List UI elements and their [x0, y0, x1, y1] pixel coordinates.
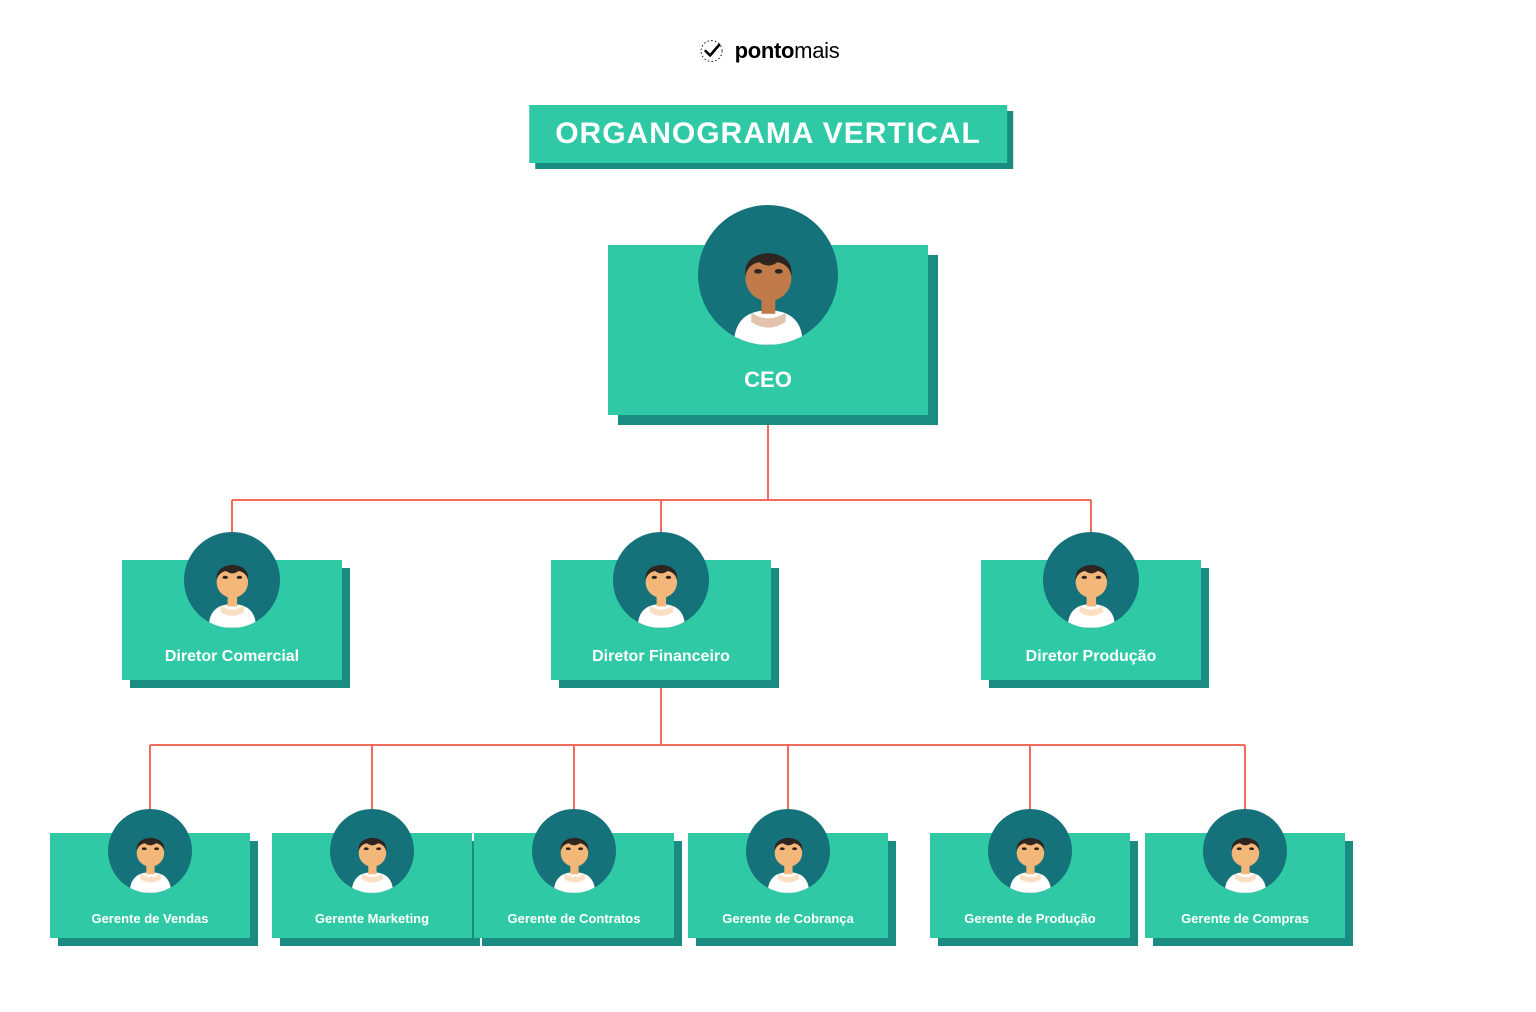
node-label: Gerente de Produção [930, 911, 1130, 938]
node-label: Gerente Marketing [272, 911, 472, 938]
avatar-icon [330, 809, 414, 893]
org-node-ceo: CEO [608, 245, 938, 425]
org-node-manager-5: Gerente de Compras [1145, 833, 1353, 946]
node-label: Gerente de Compras [1145, 911, 1345, 938]
org-node-manager-3: Gerente de Cobrança [688, 833, 896, 946]
node-label: Diretor Produção [981, 648, 1201, 680]
avatar-icon [184, 532, 280, 628]
org-node-manager-0: Gerente de Vendas [50, 833, 258, 946]
avatar-icon [746, 809, 830, 893]
org-node-director-1: Diretor Financeiro [551, 560, 779, 688]
avatar-icon [613, 532, 709, 628]
org-node-director-0: Diretor Comercial [122, 560, 350, 688]
org-chart: CEO Diretor Comercial Diretor Financeiro… [0, 0, 1536, 1012]
avatar-icon [1203, 809, 1287, 893]
node-label: Gerente de Contratos [474, 911, 674, 938]
node-label: Diretor Financeiro [551, 648, 771, 680]
node-label: Diretor Comercial [122, 648, 342, 680]
avatar-icon [988, 809, 1072, 893]
org-node-manager-4: Gerente de Produção [930, 833, 1138, 946]
org-node-director-2: Diretor Produção [981, 560, 1209, 688]
node-label: Gerente de Cobrança [688, 911, 888, 938]
avatar-icon [698, 205, 838, 345]
org-node-manager-2: Gerente de Contratos [474, 833, 682, 946]
org-node-manager-1: Gerente Marketing [272, 833, 480, 946]
avatar-icon [532, 809, 616, 893]
avatar-icon [108, 809, 192, 893]
node-label: CEO [608, 367, 928, 415]
avatar-icon [1043, 532, 1139, 628]
node-label: Gerente de Vendas [50, 911, 250, 938]
